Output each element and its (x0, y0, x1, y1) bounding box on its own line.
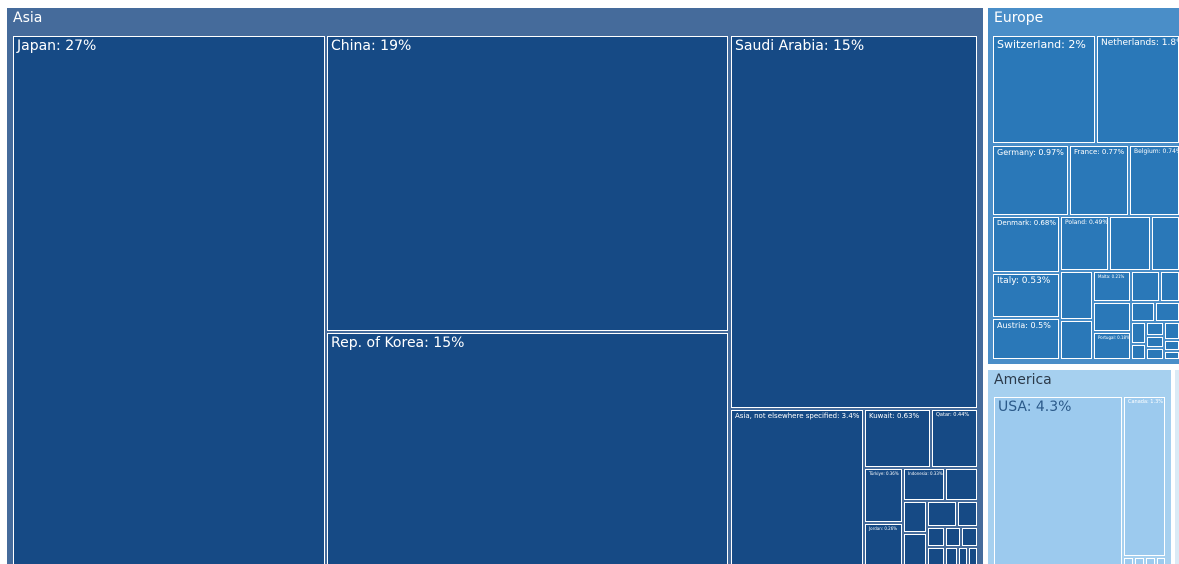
tile-label-indonesia: Indonesia: 0.33% (908, 471, 943, 476)
tile-small-asia[interactable] (928, 502, 956, 526)
tile-small-europe[interactable] (1132, 323, 1145, 343)
tile-label-switzerland: Switzerland: 2% (997, 38, 1086, 51)
region-label-america: America (994, 372, 1052, 388)
tile-small-europe[interactable] (1165, 323, 1179, 339)
tile-small-asia[interactable] (946, 528, 960, 546)
tile-label-germany: Germany: 0.97% (997, 148, 1064, 157)
tile-small-europe[interactable] (1061, 272, 1092, 319)
tile-usa[interactable]: USA: 4.3% (994, 397, 1122, 564)
tile-malta[interactable]: Malta: 0.21% (1094, 272, 1130, 301)
tile-small-europe[interactable] (1152, 217, 1179, 270)
tile-label-qatar: Qatar: 0.44% (936, 412, 970, 418)
tile-label-france: France: 0.77% (1074, 148, 1125, 156)
tile-label-saudi-arabia: Saudi Arabia: 15% (735, 38, 865, 54)
tile-small-america[interactable] (1157, 558, 1165, 564)
tile-small-asia[interactable] (904, 502, 926, 532)
tile-small-europe[interactable] (1147, 337, 1163, 347)
tile-label-kuwait: Kuwait: 0.63% (869, 412, 920, 420)
region-label-asia: Asia (13, 10, 43, 26)
tile-small-asia[interactable] (904, 534, 926, 564)
tile-t-rkiye[interactable]: Türkiye: 0.36% (865, 469, 902, 522)
tile-small-europe[interactable] (1165, 341, 1179, 350)
tile-small-america[interactable] (1146, 558, 1155, 564)
tile-poland[interactable]: Poland: 0.49% (1061, 217, 1108, 270)
tile-small-asia[interactable] (928, 548, 944, 564)
tile-small-europe[interactable] (1165, 352, 1179, 359)
tile-austria[interactable]: Austria: 0.5% (993, 319, 1059, 359)
tile-belgium[interactable]: Belgium: 0.74% (1130, 146, 1179, 215)
tile-small-europe[interactable] (1147, 323, 1163, 335)
tile-small-europe[interactable] (1161, 272, 1179, 301)
tile-small-europe[interactable] (1061, 321, 1092, 359)
tile-label-belgium: Belgium: 0.74% (1134, 148, 1179, 155)
tile-small-europe[interactable] (1156, 303, 1179, 321)
tile-china[interactable]: China: 19% (327, 36, 728, 331)
tile-small-asia[interactable] (969, 548, 977, 564)
tile-label-usa: USA: 4.3% (998, 399, 1072, 415)
tile-asia-not-elsewhere-specified[interactable]: Asia, not elsewhere specified: 3.4% (731, 410, 863, 564)
tile-label-asia-not-elsewhere-specified: Asia, not elsewhere specified: 3.4% (735, 412, 860, 420)
tile-label-denmark: Denmark: 0.68% (997, 219, 1056, 227)
tile-germany[interactable]: Germany: 0.97% (993, 146, 1068, 215)
tile-small-europe[interactable] (1132, 272, 1159, 301)
tile-saudi-arabia[interactable]: Saudi Arabia: 15% (731, 36, 977, 408)
tile-small-europe[interactable] (1132, 303, 1154, 321)
tile-france[interactable]: France: 0.77% (1070, 146, 1128, 215)
tile-small-asia[interactable] (959, 548, 967, 564)
tile-canada[interactable]: Canada: 1.3% (1124, 397, 1165, 556)
region-label-europe: Europe (994, 10, 1044, 26)
tile-kuwait[interactable]: Kuwait: 0.63% (865, 410, 930, 467)
tile-switzerland[interactable]: Switzerland: 2% (993, 36, 1095, 143)
tile-label-china: China: 19% (331, 38, 412, 54)
tile-japan[interactable]: Japan: 27% (13, 36, 325, 564)
tile-small-asia[interactable] (962, 528, 977, 546)
tile-rep-of-korea[interactable]: Rep. of Korea: 15% (327, 333, 728, 564)
tile-label-rep-of-korea: Rep. of Korea: 15% (331, 335, 465, 351)
tile-small-america[interactable] (1124, 558, 1133, 564)
tile-italy[interactable]: Italy: 0.53% (993, 274, 1059, 317)
tile-small-asia[interactable] (928, 528, 944, 546)
tile-denmark[interactable]: Denmark: 0.68% (993, 217, 1059, 272)
tile-label-austria: Austria: 0.5% (997, 321, 1051, 330)
tile-label-jordan: Jordan: 0.26% (869, 526, 898, 531)
region-edge-partial (1175, 370, 1179, 564)
tile-small-europe[interactable] (1094, 303, 1130, 331)
tile-jordan[interactable]: Jordan: 0.26% (865, 524, 902, 564)
tile-label-netherlands: Netherlands: 1.8% (1101, 38, 1179, 48)
tile-small-europe[interactable] (1110, 217, 1150, 270)
tile-small-europe[interactable] (1147, 349, 1163, 359)
tile-label-portugal: Portugal: 0.18% (1098, 335, 1130, 340)
tile-label-japan: Japan: 27% (17, 38, 97, 54)
tile-label-canada: Canada: 1.3% (1128, 399, 1164, 405)
tile-indonesia[interactable]: Indonesia: 0.33% (904, 469, 944, 500)
tile-small-asia[interactable] (958, 502, 977, 526)
tile-netherlands[interactable]: Netherlands: 1.8% (1097, 36, 1179, 143)
tile-label-t-rkiye: Türkiye: 0.36% (869, 471, 899, 476)
tile-label-malta: Malta: 0.21% (1098, 274, 1125, 279)
tile-label-poland: Poland: 0.49% (1065, 219, 1108, 226)
tile-small-europe[interactable] (1132, 345, 1145, 359)
tile-label-italy: Italy: 0.53% (997, 276, 1051, 286)
tile-qatar[interactable]: Qatar: 0.44% (932, 410, 977, 467)
tile-small-america[interactable] (1135, 558, 1144, 564)
tile-small-asia[interactable] (946, 548, 957, 564)
tile-portugal[interactable]: Portugal: 0.18% (1094, 333, 1130, 359)
tile-small-asia[interactable] (946, 469, 977, 500)
